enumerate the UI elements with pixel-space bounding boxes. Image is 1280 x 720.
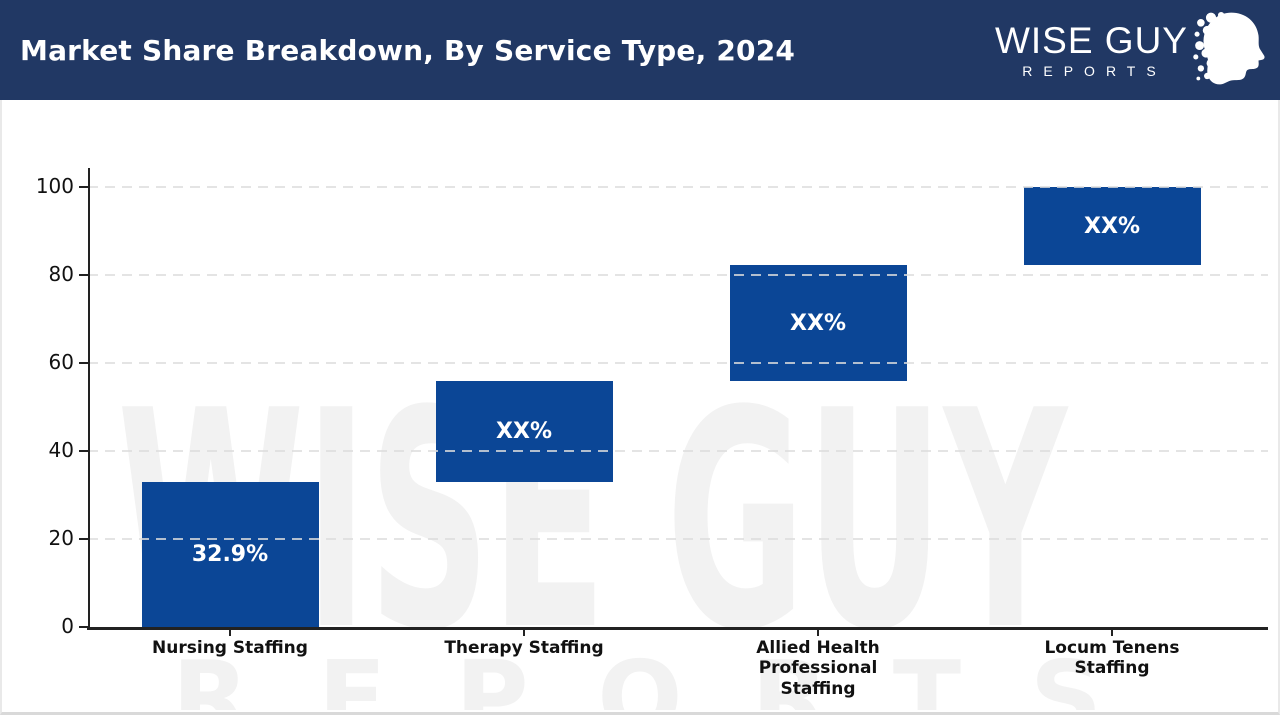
gridline-20	[88, 538, 1268, 540]
bar-value-label: XX%	[790, 310, 846, 336]
brand-logo: WISE GUY REPORTS	[995, 8, 1268, 92]
y-tick-mark	[79, 186, 88, 188]
y-tick-label: 20	[48, 526, 74, 550]
gridline-40	[88, 450, 1268, 452]
y-tick-label: 80	[48, 262, 74, 286]
x-axis-line	[87, 627, 1268, 630]
category-label: Nursing Staffing	[152, 638, 308, 658]
y-tick-mark	[79, 362, 88, 364]
y-tick-mark	[79, 626, 88, 628]
bar-segment: XX%	[435, 381, 613, 483]
y-tick-label: 100	[35, 174, 74, 198]
page-title: Market Share Breakdown, By Service Type,…	[20, 33, 796, 67]
logo-wordmark: WISE GUY	[994, 19, 1188, 61]
x-tick-mark	[229, 627, 231, 636]
bar-value-label: 32.9%	[191, 542, 269, 568]
y-tick-label: 0	[61, 614, 74, 638]
x-tick-mark	[523, 627, 525, 636]
bar-value-label: XX%	[1084, 213, 1140, 239]
bar-segment: 32.9%	[141, 482, 319, 627]
bar-segment: XX%	[729, 265, 907, 382]
header-bar: Market Share Breakdown, By Service Type,…	[0, 0, 1280, 100]
y-axis-line	[88, 168, 90, 630]
category-label: Allied Health Professional Staffing	[756, 638, 880, 699]
bar-value-label: XX%	[496, 419, 552, 445]
brand-logo-text: WISE GUY REPORTS	[995, 22, 1188, 79]
gridline-60	[88, 362, 1268, 364]
gridline-100	[88, 186, 1268, 188]
y-tick-mark	[79, 450, 88, 452]
x-tick-mark	[817, 627, 819, 636]
y-tick-mark	[79, 274, 88, 276]
x-tick-mark	[1111, 627, 1113, 636]
category-label: Locum Tenens Staffing	[1044, 638, 1180, 679]
bar-segment: XX%	[1023, 187, 1201, 266]
category-label: Therapy Staffing	[444, 638, 604, 658]
y-tick-label: 60	[48, 350, 74, 374]
logo-head-icon	[1192, 8, 1268, 92]
logo-tagline: REPORTS	[1022, 62, 1167, 79]
y-tick-label: 40	[48, 438, 74, 462]
y-tick-mark	[79, 538, 88, 540]
gridline-80	[88, 274, 1268, 276]
